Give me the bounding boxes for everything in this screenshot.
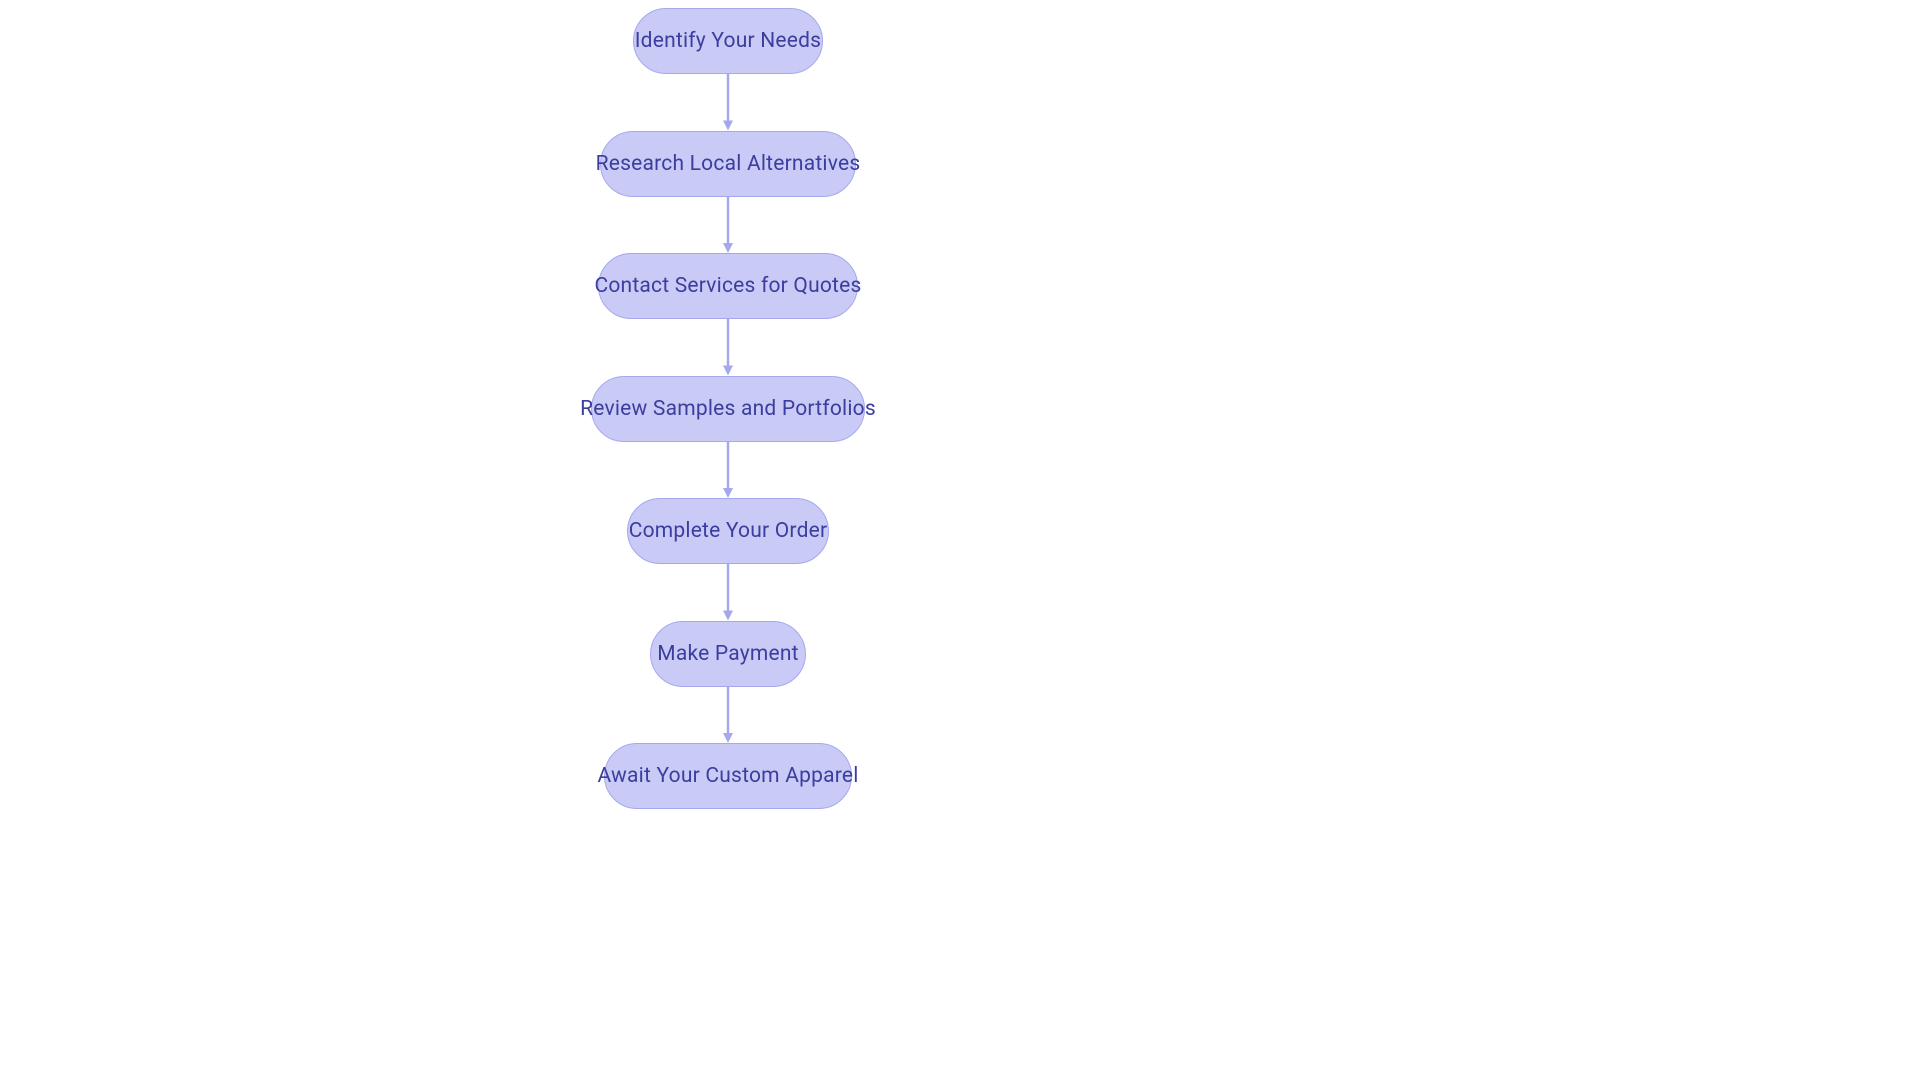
flowchart-node: Make Payment bbox=[650, 621, 806, 687]
flowchart-node-label: Review Samples and Portfolios bbox=[580, 397, 876, 421]
flowchart-node-label: Identify Your Needs bbox=[635, 29, 821, 53]
flowchart-node-label: Complete Your Order bbox=[629, 519, 828, 543]
flowchart-node-label: Await Your Custom Apparel bbox=[597, 764, 858, 788]
flowchart-node: Research Local Alternatives bbox=[600, 131, 856, 197]
flowchart-node-label: Contact Services for Quotes bbox=[594, 274, 861, 298]
flowchart-edges bbox=[0, 0, 1920, 1083]
flowchart-node: Complete Your Order bbox=[627, 498, 829, 564]
flowchart-node: Await Your Custom Apparel bbox=[604, 743, 852, 809]
flowchart-node: Review Samples and Portfolios bbox=[591, 376, 865, 442]
flowchart-node: Contact Services for Quotes bbox=[598, 253, 858, 319]
flowchart-canvas: Identify Your Needs Research Local Altern… bbox=[0, 0, 1920, 1083]
flowchart-node-label: Research Local Alternatives bbox=[596, 152, 861, 176]
flowchart-node-label: Make Payment bbox=[657, 642, 798, 666]
flowchart-node: Identify Your Needs bbox=[633, 8, 823, 74]
